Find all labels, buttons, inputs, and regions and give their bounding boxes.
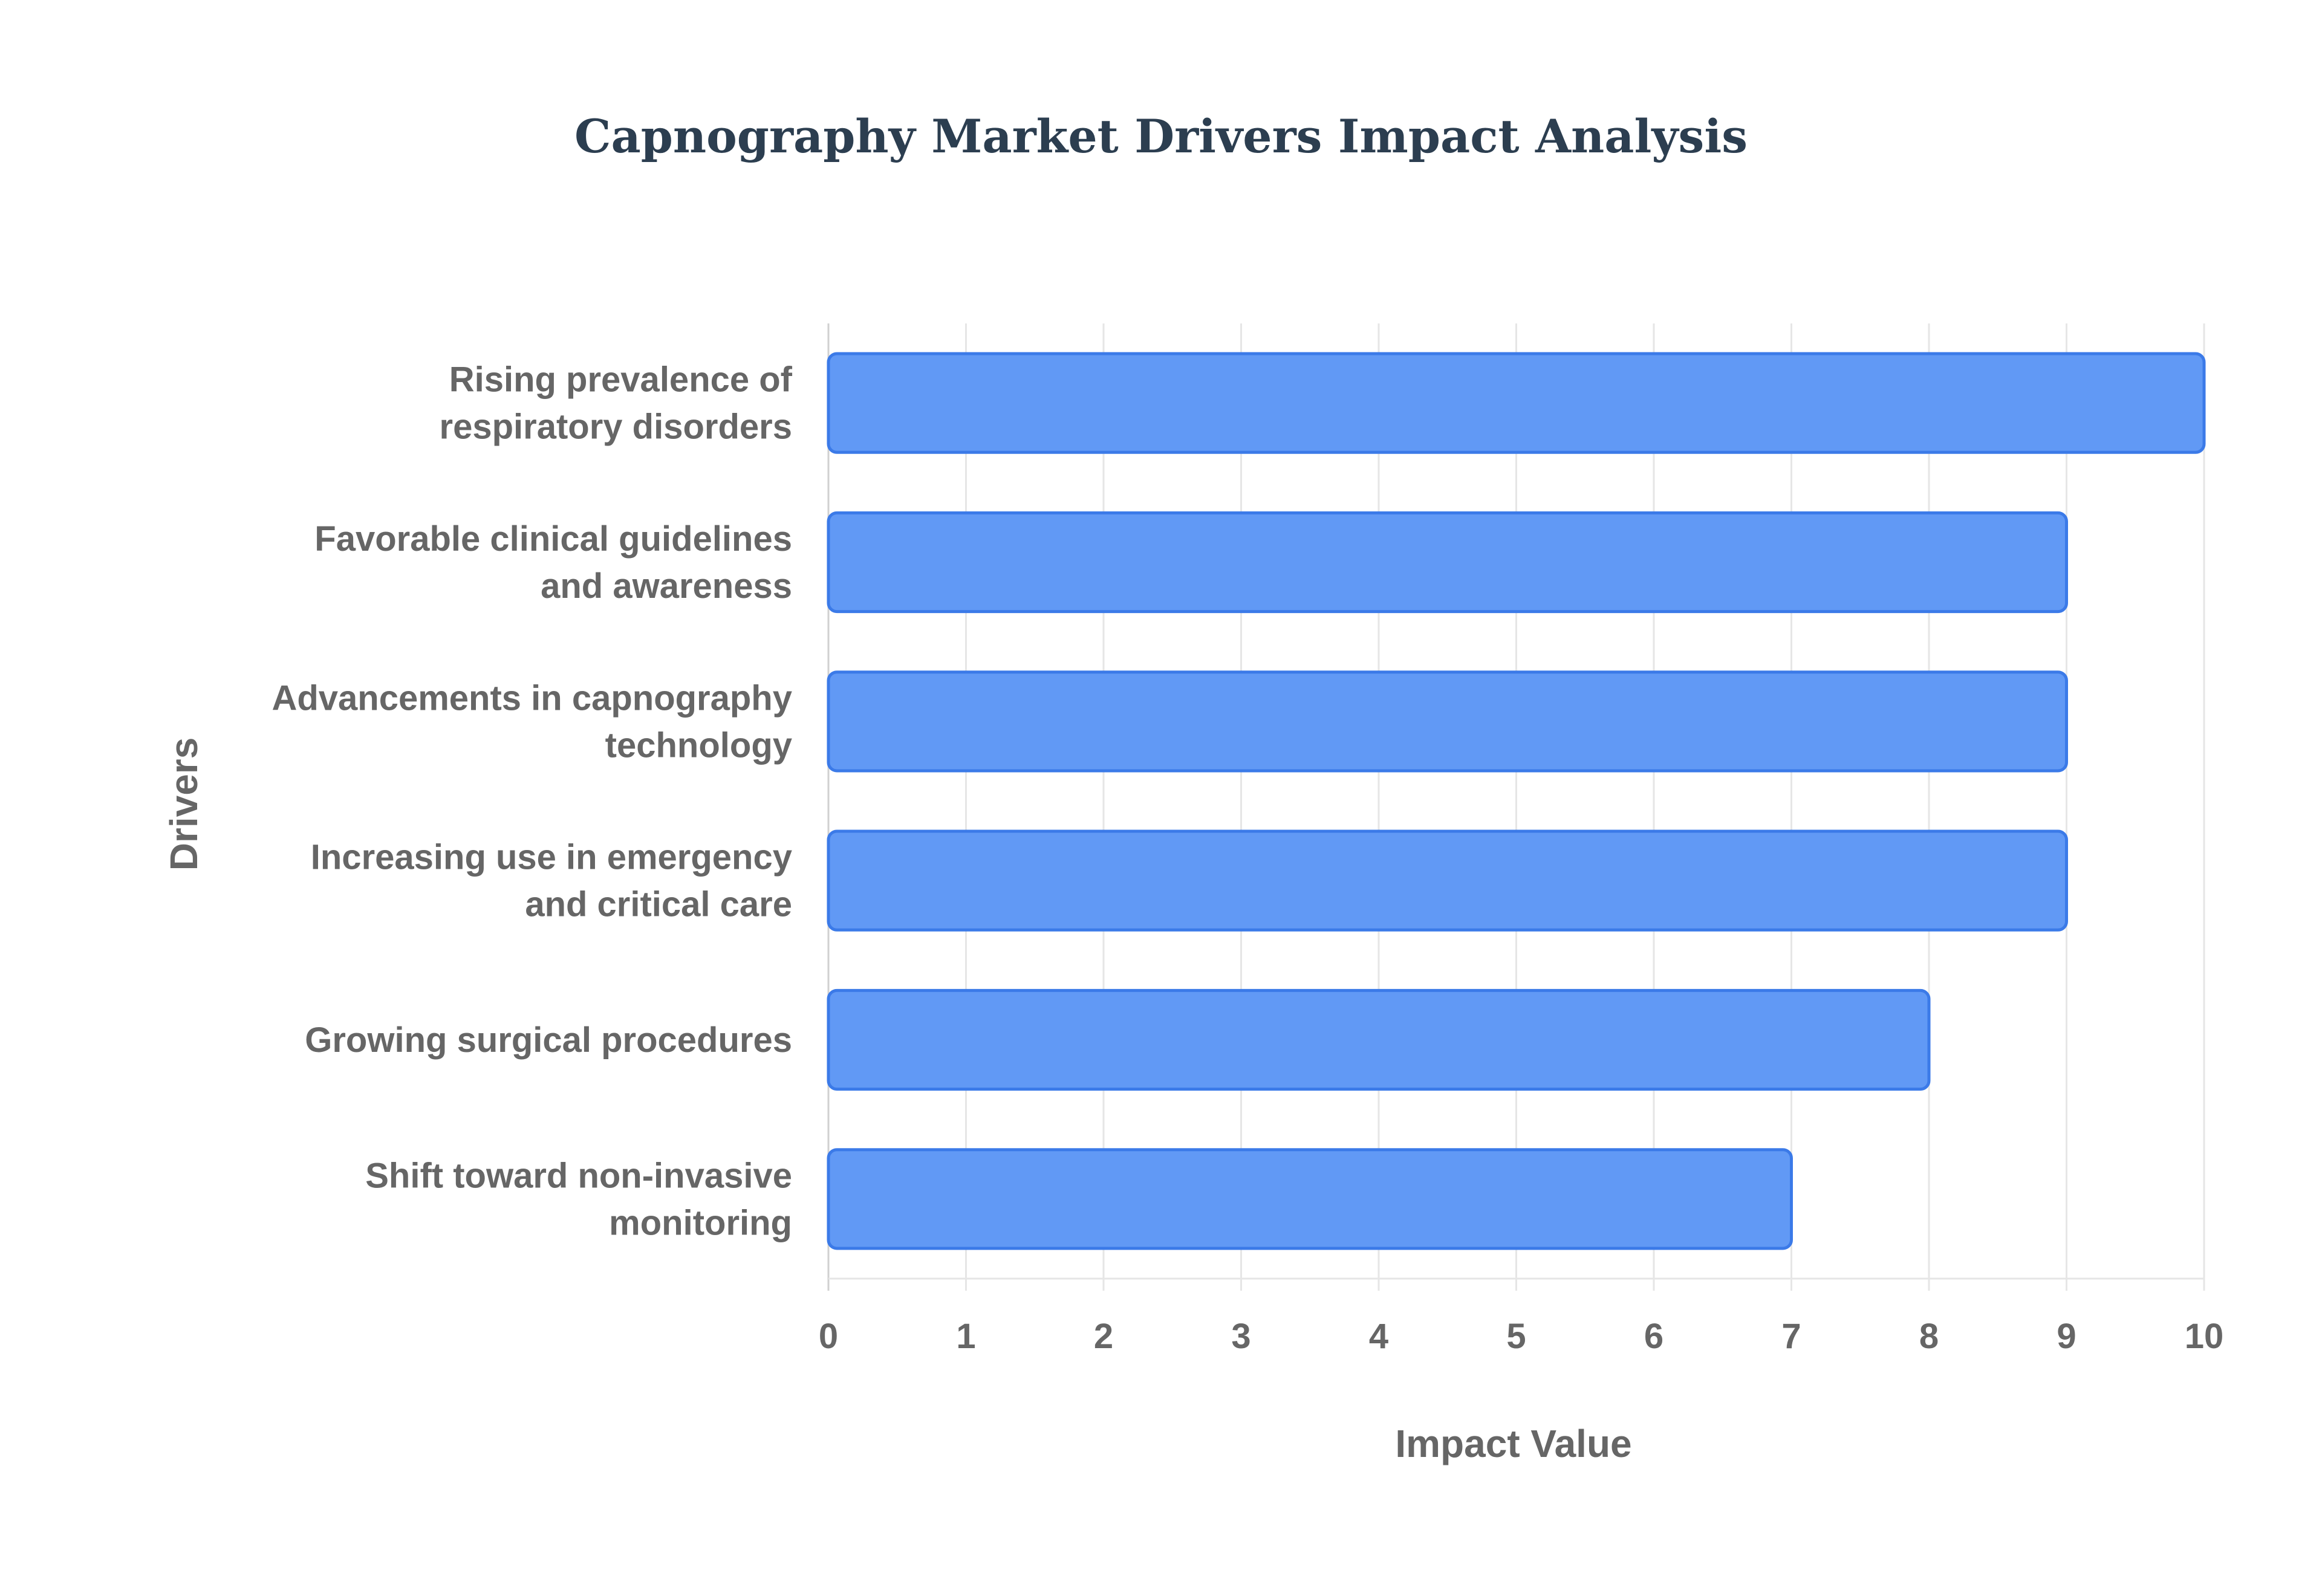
category-label: Growing surgical procedures bbox=[305, 1020, 792, 1060]
category-label: Rising prevalence of respiratory disorder… bbox=[440, 360, 793, 447]
x-tick-label: 10 bbox=[2185, 1317, 2224, 1356]
category-label: Favorable clinical guidelines and awarene… bbox=[314, 519, 792, 606]
y-axis-title: Drivers bbox=[162, 738, 206, 871]
bar bbox=[827, 829, 2068, 932]
chart-title: Capnography Market Drivers Impact Analys… bbox=[574, 109, 1748, 163]
x-tick-label: 6 bbox=[1644, 1317, 1663, 1356]
x-tick-labels: 0 1 2 3 4 5 6 7 8 9 10 bbox=[819, 1317, 2223, 1356]
x-tick-label: 8 bbox=[1919, 1317, 1939, 1356]
x-tick-label: 5 bbox=[1506, 1317, 1526, 1356]
category-label: Advancements in capnography technology bbox=[272, 678, 792, 765]
x-tick-label: 1 bbox=[956, 1317, 975, 1356]
grid bbox=[827, 323, 2205, 1291]
bar bbox=[827, 988, 1931, 1091]
bar bbox=[827, 1148, 1793, 1250]
category-labels: Rising prevalence of respiratory disorder… bbox=[272, 360, 792, 1243]
x-tick-label: 7 bbox=[1781, 1317, 1801, 1356]
x-tick-label: 0 bbox=[819, 1317, 838, 1356]
x-tick-label: 3 bbox=[1231, 1317, 1250, 1356]
bars bbox=[827, 352, 2206, 1250]
category-label: Increasing use in emergency and critical … bbox=[311, 838, 792, 924]
bar bbox=[827, 352, 2206, 454]
x-tick-label: 2 bbox=[1094, 1317, 1113, 1356]
x-tick-label: 4 bbox=[1369, 1317, 1388, 1356]
x-tick-label: 9 bbox=[2057, 1317, 2076, 1356]
bar bbox=[827, 670, 2068, 773]
x-axis-title: Impact Value bbox=[1395, 1422, 1631, 1465]
bar bbox=[827, 511, 2068, 614]
category-label: Shift toward non-invasive monitoring bbox=[365, 1156, 792, 1242]
